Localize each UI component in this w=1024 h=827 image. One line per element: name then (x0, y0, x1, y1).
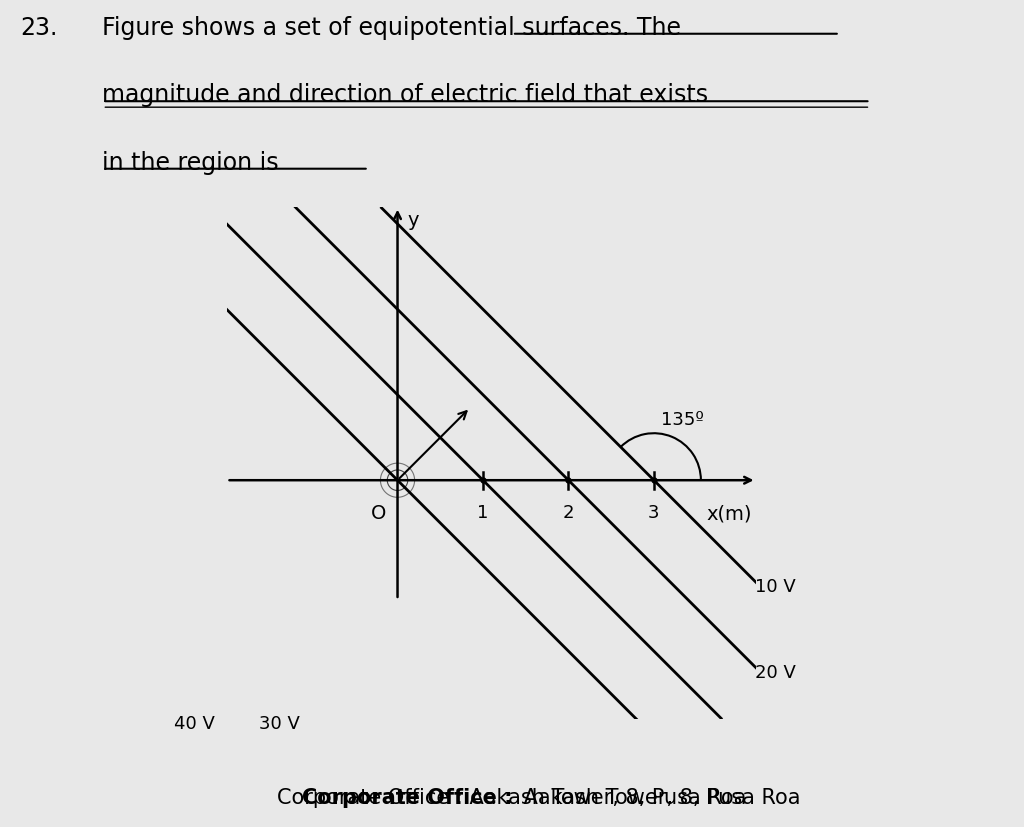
Text: Figure shows a set of equipotential surfaces. The: Figure shows a set of equipotential surf… (102, 16, 681, 40)
Text: 23.: 23. (20, 16, 57, 40)
Text: magnitude and direction of electric field that exists: magnitude and direction of electric fiel… (102, 84, 709, 108)
Text: x(m): x(m) (707, 504, 753, 523)
Text: Corporate Office : Aakash Tower, 8, Pusa Roa: Corporate Office : Aakash Tower, 8, Pusa… (278, 788, 746, 808)
Text: 3: 3 (648, 504, 659, 522)
Text: Corporate Office :: Corporate Office : (302, 788, 513, 808)
Text: 135º: 135º (660, 411, 703, 429)
Text: 2: 2 (562, 504, 574, 522)
Text: in the region is: in the region is (102, 151, 279, 174)
Text: 40 V: 40 V (174, 715, 214, 734)
Text: 1: 1 (477, 504, 488, 522)
Text: 30 V: 30 V (259, 715, 300, 734)
Text: y: y (408, 211, 419, 230)
Text: 20 V: 20 V (755, 664, 796, 682)
Text: 10 V: 10 V (755, 579, 796, 596)
Text: O: O (371, 504, 386, 523)
Text: Aakash Tower, 8, Pusa Roa: Aakash Tower, 8, Pusa Roa (517, 788, 801, 808)
